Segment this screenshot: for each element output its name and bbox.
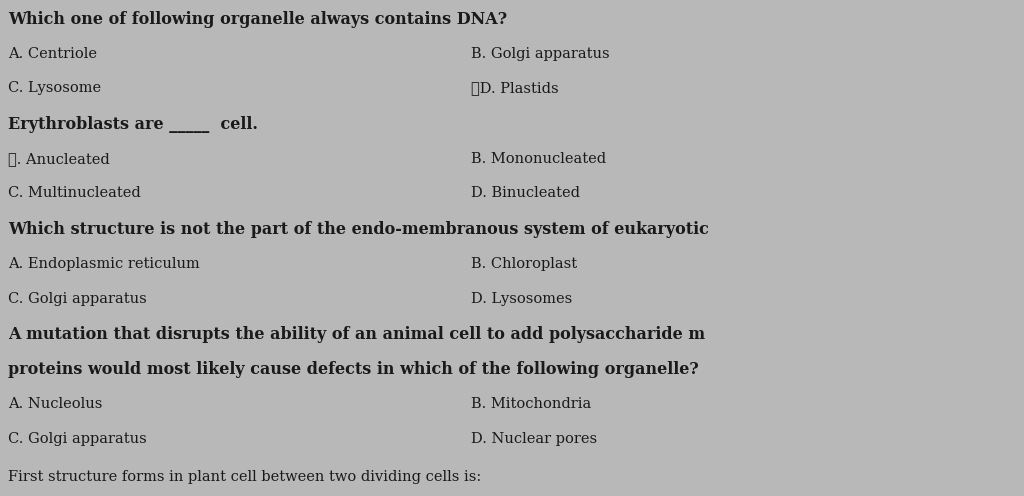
Text: A. Endoplasmic reticulum: A. Endoplasmic reticulum	[8, 257, 200, 271]
Text: A. Nucleolus: A. Nucleolus	[8, 397, 102, 411]
Text: C. Golgi apparatus: C. Golgi apparatus	[8, 432, 146, 445]
Text: ✓D. Plastids: ✓D. Plastids	[471, 81, 559, 95]
Text: Which one of following organelle always contains DNA?: Which one of following organelle always …	[8, 11, 507, 28]
Text: C. Lysosome: C. Lysosome	[8, 81, 101, 95]
Text: A. Centriole: A. Centriole	[8, 47, 97, 61]
Text: D. Lysosomes: D. Lysosomes	[471, 292, 572, 306]
Text: First structure forms in plant cell between two dividing cells is:: First structure forms in plant cell betw…	[8, 470, 481, 484]
Text: Erythroblasts are _____  cell.: Erythroblasts are _____ cell.	[8, 116, 258, 133]
Text: B. Mitochondria: B. Mitochondria	[471, 397, 591, 411]
Text: D. Binucleated: D. Binucleated	[471, 186, 580, 200]
Text: C. Golgi apparatus: C. Golgi apparatus	[8, 292, 146, 306]
Text: B. Mononucleated: B. Mononucleated	[471, 152, 606, 166]
Text: D. Nuclear pores: D. Nuclear pores	[471, 432, 597, 445]
Text: B. Golgi apparatus: B. Golgi apparatus	[471, 47, 609, 61]
Text: proteins would most likely cause defects in which of the following organelle?: proteins would most likely cause defects…	[8, 361, 699, 378]
Text: C. Multinucleated: C. Multinucleated	[8, 186, 141, 200]
Text: ✗. Anucleated: ✗. Anucleated	[8, 152, 110, 166]
Text: B. Chloroplast: B. Chloroplast	[471, 257, 578, 271]
Text: A mutation that disrupts the ability of an animal cell to add polysaccharide m: A mutation that disrupts the ability of …	[8, 326, 706, 343]
Text: Which structure is not the part of the endo-membranous system of eukaryotic: Which structure is not the part of the e…	[8, 221, 709, 238]
